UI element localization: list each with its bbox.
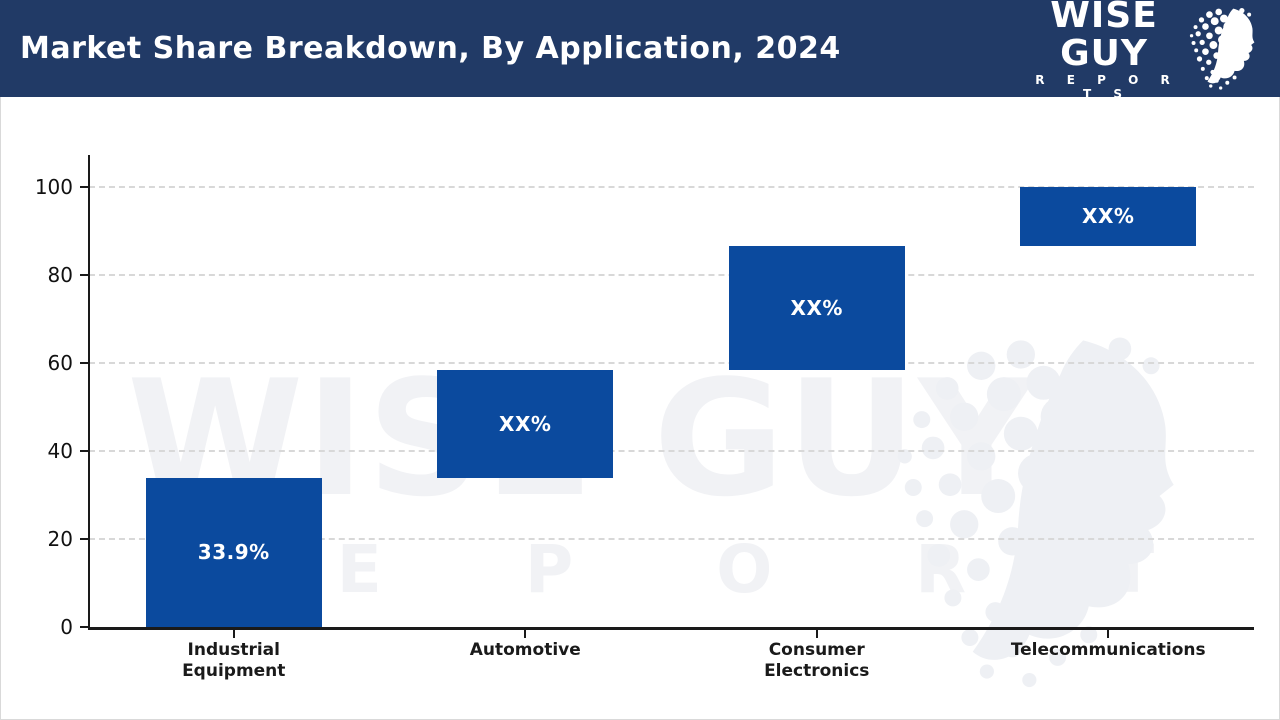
gridline xyxy=(89,186,1254,188)
x-axis-tick xyxy=(1107,630,1110,638)
bar-telecommunications: XX% xyxy=(1020,187,1197,246)
y-axis-tick-label: 100 xyxy=(34,175,73,199)
y-axis-tick xyxy=(80,274,88,276)
x-axis-category-label-line: Electronics xyxy=(764,661,870,681)
x-axis-category-label-line: Automotive xyxy=(469,640,581,660)
x-axis-line xyxy=(88,627,1254,630)
x-axis-tick xyxy=(815,630,818,638)
gridline xyxy=(89,538,1254,540)
y-axis-tick xyxy=(80,362,88,364)
x-axis-category-label: Consumer Electronics xyxy=(687,640,947,682)
y-axis-tick-label: 0 xyxy=(60,615,73,639)
bar-consumer-electronics: XX% xyxy=(728,245,905,371)
wiseguy-logo-line2: R E P O R T S xyxy=(1035,73,1179,102)
bar-value-label: XX% xyxy=(499,412,552,437)
wiseguy-logo-text: WISE GUY R E P O R T S xyxy=(1016,0,1192,101)
page-title: Market Share Breakdown, By Application, … xyxy=(20,31,841,66)
bar-value-label: 33.9% xyxy=(197,540,270,565)
gridline xyxy=(89,274,1254,276)
y-axis-tick xyxy=(80,626,88,628)
y-axis-tick-label: 80 xyxy=(47,263,73,287)
y-axis-tick xyxy=(80,450,88,452)
x-axis-category-label-line: Telecommunications xyxy=(1010,640,1206,660)
wiseguy-logo-line1: WISE GUY xyxy=(1050,0,1158,74)
x-axis-category-label: Automotive xyxy=(395,640,655,661)
x-axis-tick xyxy=(524,630,527,638)
x-axis-category-label: Industrial Equipment xyxy=(104,640,364,682)
y-axis-tick xyxy=(80,538,88,540)
bar-automotive: XX% xyxy=(437,370,614,478)
header-bar: Market Share Breakdown, By Application, … xyxy=(0,0,1280,101)
x-axis-tick xyxy=(232,630,235,638)
x-axis-category-label-line: Consumer xyxy=(768,640,865,660)
x-axis-category-label: Telecommunications xyxy=(978,640,1238,661)
bar-industrial-equipment: 33.9% xyxy=(145,477,322,627)
y-axis-line xyxy=(88,155,90,630)
wiseguy-logo: WISE GUY R E P O R T S xyxy=(1016,0,1266,101)
x-axis-category-label-line: Equipment xyxy=(182,661,286,681)
bar-value-label: XX% xyxy=(790,295,843,320)
gridline xyxy=(89,450,1254,452)
y-axis-tick-label: 20 xyxy=(47,527,73,551)
chart-panel: WISE GUY R E P O R T S 0 20 40 60 80 100 33.9%… xyxy=(0,97,1280,720)
y-axis-tick-label: 40 xyxy=(47,439,73,463)
gridline xyxy=(89,362,1254,364)
x-axis-category-label-line: Industrial xyxy=(187,640,280,660)
y-axis-tick xyxy=(80,186,88,188)
y-axis-tick-label: 60 xyxy=(47,351,73,375)
bar-value-label: XX% xyxy=(1082,204,1135,229)
